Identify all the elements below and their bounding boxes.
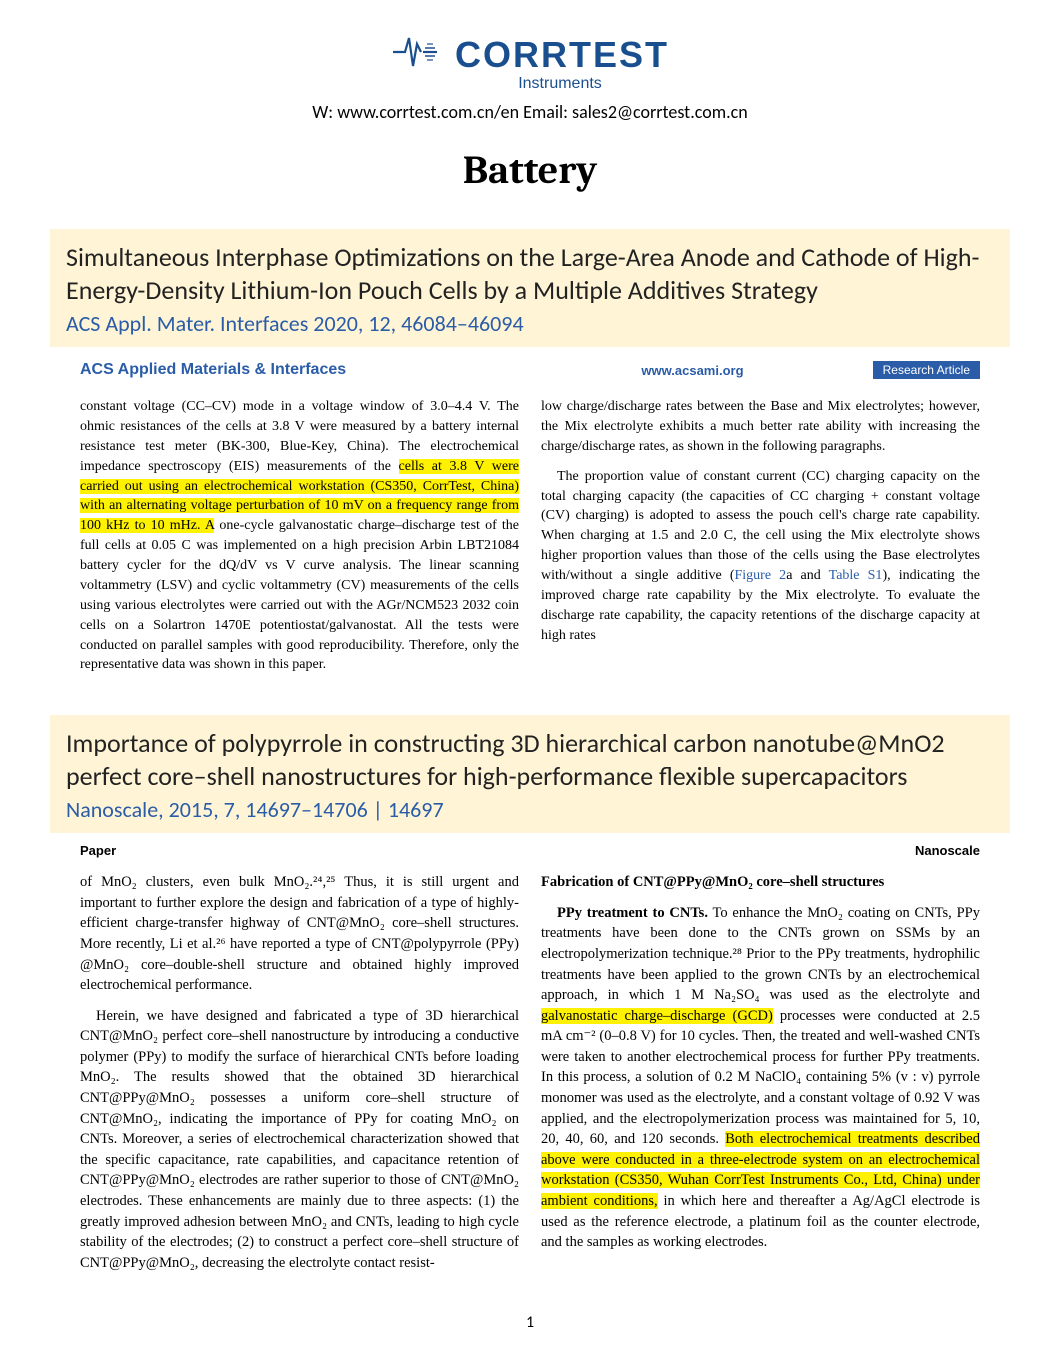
body-text: processes were conducted at 2.5 mA cm⁻² … [541, 1008, 980, 1147]
body-paragraph: PPy treatment to CNTs. To enhance the Mn… [541, 903, 980, 1253]
article-2-header: Importance of polypyrrole in constructin… [50, 715, 1010, 833]
run-in-heading: PPy treatment to CNTs. [557, 905, 708, 921]
journal-name: ACS Applied Materials & Interfaces [80, 361, 512, 379]
brand-logo-icon [391, 30, 451, 79]
article-2-col-left: of MnO₂ clusters, even bulk MnO₂.²⁴,²⁵ T… [80, 872, 519, 1273]
article-1: Simultaneous Interphase Optimizations on… [50, 229, 1010, 687]
article-1-journal-bar: ACS Applied Materials & Interfaces www.a… [50, 347, 1010, 389]
article-2-col-right: Fabrication of CNT@PPy@MnO₂ core–shell s… [541, 872, 980, 1273]
journal-url: www.acsami.org [512, 363, 872, 378]
article-1-citation: ACS Appl. Mater. Interfaces 2020, 12, 46… [66, 310, 994, 337]
section-heading: Fabrication of CNT@PPy@MnO₂ core–shell s… [541, 872, 980, 893]
brand-logo-block: CORRTEST Instruments [50, 30, 1010, 93]
article-2-body: of MnO₂ clusters, even bulk MnO₂.²⁴,²⁵ T… [50, 864, 1010, 1285]
article-2-citation: Nanoscale, 2015, 7, 14697–14706 | 14697 [66, 796, 994, 823]
article-type-badge: Research Article [873, 361, 980, 379]
paper-label-right: Nanoscale [915, 843, 980, 858]
paper-label-left: Paper [80, 843, 116, 858]
highlighted-text: galvanostatic charge–discharge (GCD) [541, 1008, 773, 1024]
contact-line: W: www.corrtest.com.cn/en Email: sales2@… [50, 101, 1010, 123]
body-paragraph: The proportion value of constant current… [541, 467, 980, 646]
body-paragraph: of MnO₂ clusters, even bulk MnO₂.²⁴,²⁵ T… [80, 872, 519, 995]
article-2: Importance of polypyrrole in constructin… [50, 715, 1010, 1285]
figure-link[interactable]: Figure 2 [735, 568, 787, 583]
body-text: a and [786, 568, 828, 583]
page-title: Battery [50, 147, 1010, 193]
table-link[interactable]: Table S1 [829, 568, 883, 583]
brand-subtitle: Instruments [110, 75, 1010, 93]
body-text: one-cycle galvanostatic charge–discharge… [80, 518, 519, 672]
article-1-body: constant voltage (CC–CV) mode in a volta… [50, 389, 1010, 687]
article-2-title: Importance of polypyrrole in constructin… [66, 727, 994, 792]
body-paragraph: low charge/discharge rates between the B… [541, 397, 980, 457]
article-1-header: Simultaneous Interphase Optimizations on… [50, 229, 1010, 347]
article-1-col-left: constant voltage (CC–CV) mode in a volta… [80, 397, 519, 675]
brand-name: CORRTEST [455, 34, 669, 76]
body-text: The proportion value of constant current… [541, 469, 980, 583]
body-paragraph: Herein, we have designed and fabricated … [80, 1006, 519, 1274]
page-number: 1 [50, 1313, 1010, 1332]
article-2-paper-bar: Paper Nanoscale [50, 833, 1010, 864]
article-1-col-right: low charge/discharge rates between the B… [541, 397, 980, 675]
article-1-title: Simultaneous Interphase Optimizations on… [66, 241, 994, 306]
